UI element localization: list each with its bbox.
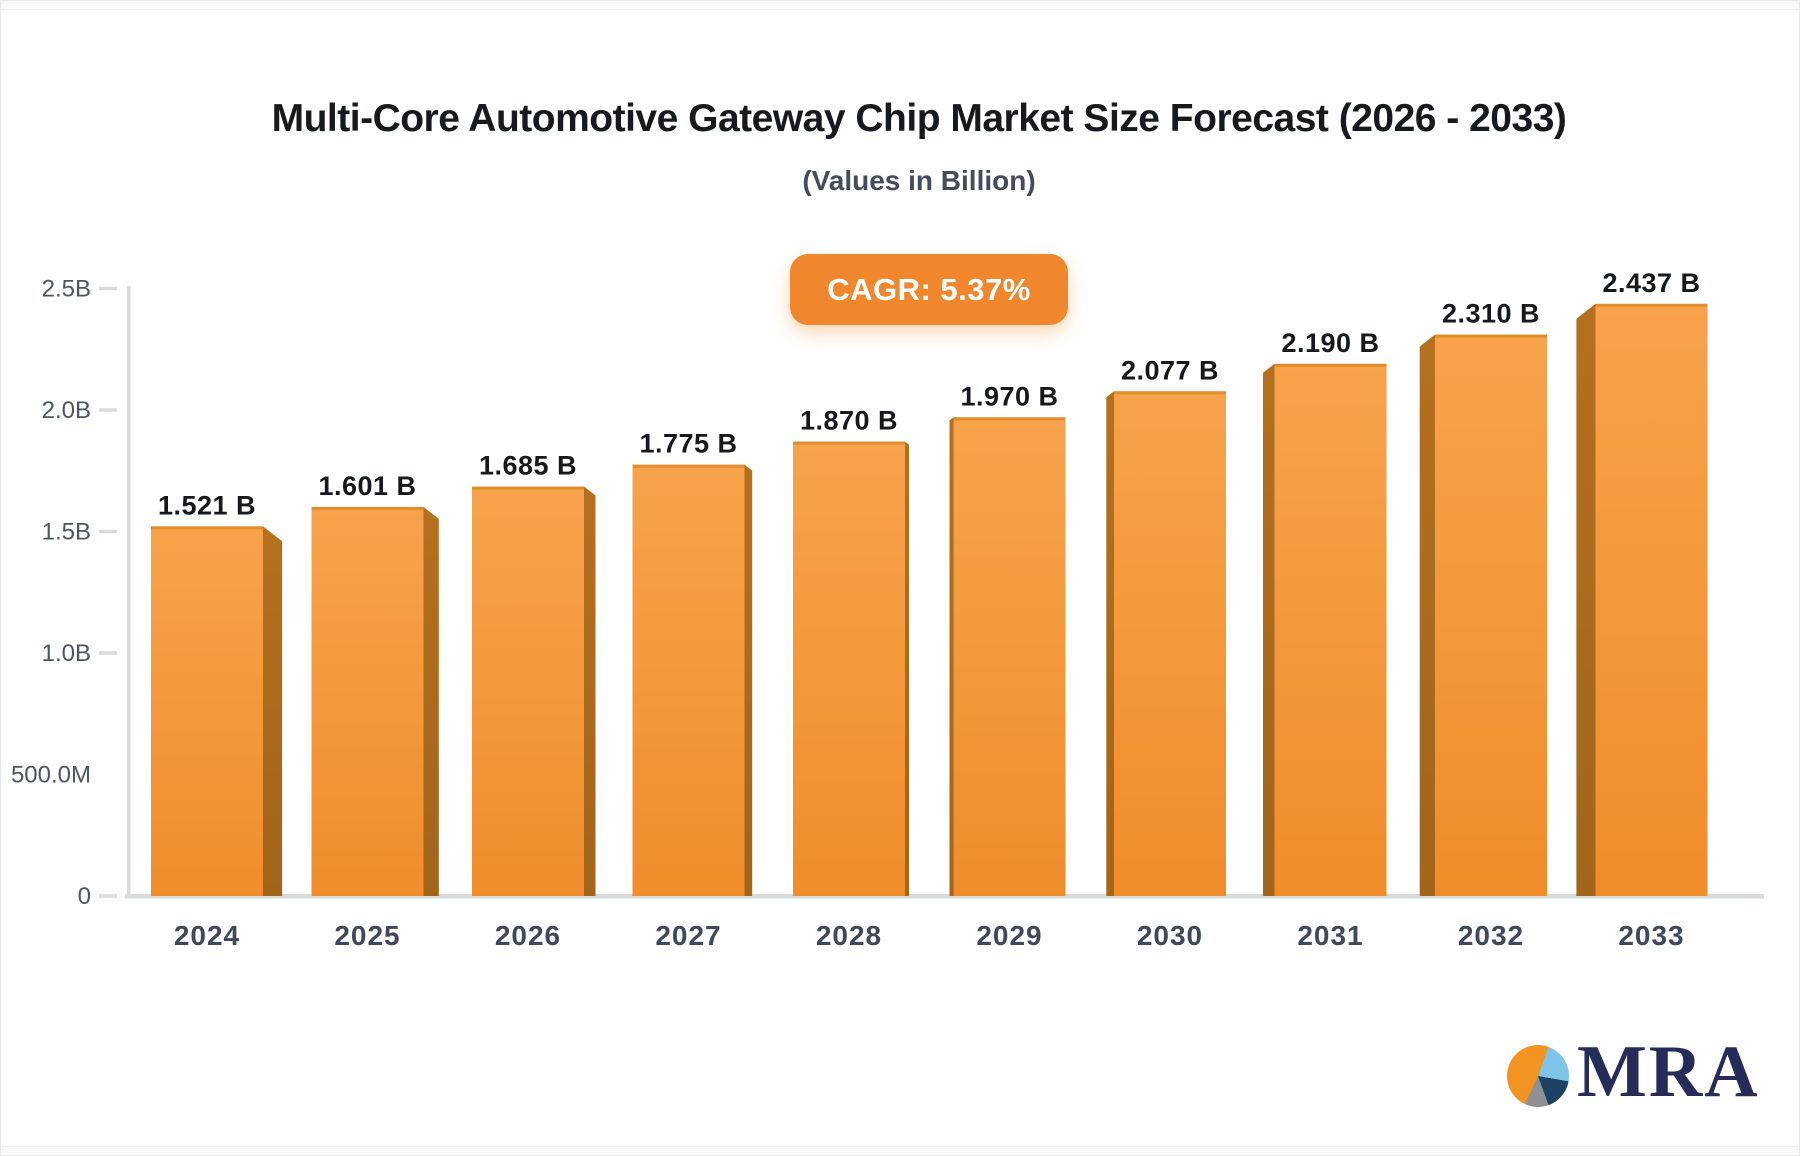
- bar-value-label-2032: 2.310 B: [1442, 299, 1540, 329]
- bar-2031: [1274, 363, 1387, 897]
- bar-2030: [1114, 391, 1226, 896]
- y-tick-mark: [99, 408, 117, 412]
- y-axis-line: [127, 286, 131, 898]
- page-subtitle: (Values in Billion): [802, 165, 1036, 196]
- bottom-edge-strip: [1, 1146, 1799, 1155]
- y-tick-mark: [99, 894, 117, 898]
- bar-top-edge-2031: [1274, 363, 1387, 367]
- bar-2024: [151, 526, 263, 896]
- x-axis-label-2029: 2029: [976, 920, 1042, 951]
- y-tick-label: 1.0B: [42, 640, 91, 667]
- bar-top-edge-2027: [632, 464, 745, 468]
- y-tick-mark: [99, 286, 117, 291]
- bar-top-edge-2024: [151, 526, 263, 530]
- pie-chart-logo-icon: [1507, 1045, 1569, 1107]
- bar-2027: [632, 464, 745, 896]
- x-axis-label-2031: 2031: [1297, 920, 1363, 951]
- cagr-badge: CAGR: 5.37%: [790, 254, 1068, 325]
- bar-value-label-2026: 1.685 B: [479, 451, 577, 481]
- bar-top-edge-2025: [311, 506, 424, 510]
- y-tick-label: 2.5B: [42, 276, 91, 303]
- bar-side-2031: [1263, 363, 1275, 897]
- cagr-badge-label: CAGR: 5.37%: [827, 271, 1031, 307]
- bar-top-edge-2026: [472, 486, 584, 490]
- bar-side-2024: [263, 526, 283, 896]
- bar-2028: [793, 441, 905, 896]
- y-tick-label: 1.5B: [42, 519, 91, 546]
- bar-2026: [472, 486, 584, 896]
- y-tick-mark: [99, 529, 117, 534]
- bar-value-label-2031: 2.190 B: [1281, 328, 1379, 358]
- top-edge-strip: [1, 1, 1799, 10]
- bar-value-label-2025: 1.601 B: [318, 471, 416, 501]
- bar-side-2032: [1419, 334, 1435, 896]
- bar-top-edge-2029: [953, 417, 1066, 421]
- bar-2033: [1595, 303, 1708, 897]
- bar-value-label-2028: 1.870 B: [800, 406, 898, 436]
- page-title: Multi-Core Automotive Gateway Chip Marke…: [271, 97, 1567, 140]
- bar-2025: [311, 506, 424, 896]
- x-axis-line: [125, 894, 1764, 899]
- bar-side-2029: [949, 417, 954, 896]
- y-tick-label: 2.0B: [42, 397, 91, 424]
- bar-side-2027: [744, 464, 753, 896]
- bar-side-2028: [905, 441, 909, 896]
- bar-2029: [953, 417, 1066, 896]
- x-axis-label-2026: 2026: [495, 920, 561, 951]
- bar-value-label-2027: 1.775 B: [639, 429, 737, 459]
- x-axis-label-2024: 2024: [174, 920, 240, 951]
- bar-top-edge-2033: [1595, 303, 1708, 307]
- bar-side-2033: [1576, 303, 1596, 897]
- bar-top-edge-2032: [1435, 334, 1547, 338]
- bar-value-label-2024: 1.521 B: [158, 490, 256, 520]
- bar-side-2030: [1106, 391, 1114, 896]
- bar-top-edge-2028: [793, 441, 905, 445]
- bar-value-label-2033: 2.437 B: [1602, 268, 1700, 298]
- bar-value-label-2029: 1.970 B: [960, 381, 1058, 411]
- x-axis-label-2033: 2033: [1618, 920, 1684, 951]
- x-axis-label-2025: 2025: [334, 920, 400, 951]
- brand-logo-text: MRA: [1577, 1031, 1760, 1113]
- x-axis-label-2030: 2030: [1137, 920, 1203, 951]
- bar-value-label-2030: 2.077 B: [1121, 355, 1219, 385]
- x-axis-label-2028: 2028: [816, 920, 882, 951]
- bar-side-2026: [584, 486, 596, 896]
- y-tick-label: 0: [78, 883, 91, 910]
- y-tick-mark: [99, 651, 117, 655]
- bar-side-2025: [423, 506, 439, 896]
- bar-2032: [1435, 334, 1547, 896]
- y-tick-label: 500.0M: [11, 762, 91, 789]
- x-axis-label-2032: 2032: [1458, 920, 1524, 951]
- x-axis-label-2027: 2027: [655, 920, 721, 951]
- bar-top-edge-2030: [1114, 391, 1226, 395]
